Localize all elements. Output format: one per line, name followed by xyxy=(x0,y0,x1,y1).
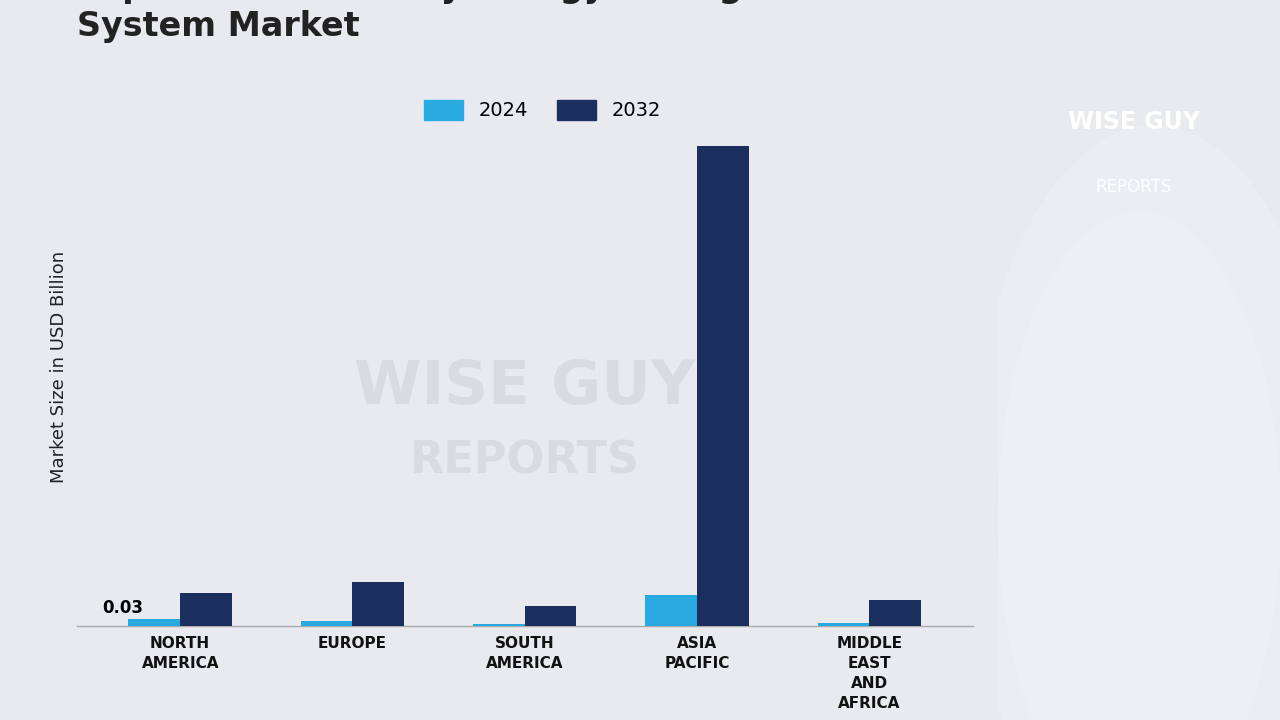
Bar xyxy=(645,595,698,626)
Legend: 2024, 2032: 2024, 2032 xyxy=(416,92,669,128)
Text: REPORTS: REPORTS xyxy=(1096,179,1171,197)
Bar xyxy=(301,621,352,626)
Text: 0.03: 0.03 xyxy=(102,599,143,617)
Text: WISE GUY: WISE GUY xyxy=(355,359,695,418)
Bar xyxy=(180,593,232,626)
Ellipse shape xyxy=(970,126,1280,720)
Bar xyxy=(474,624,525,626)
Bar xyxy=(128,618,180,626)
Bar xyxy=(352,582,404,626)
Y-axis label: Market Size in USD Billion: Market Size in USD Billion xyxy=(50,251,68,483)
Bar xyxy=(869,600,922,626)
Text: Liquid Metal Battery Energy Storage
System Market: Liquid Metal Battery Energy Storage Syst… xyxy=(77,0,765,43)
Text: REPORTS: REPORTS xyxy=(410,439,640,482)
Bar xyxy=(818,623,869,626)
Text: WISE GUY: WISE GUY xyxy=(1068,110,1199,135)
Bar xyxy=(698,146,749,626)
Bar xyxy=(525,606,576,626)
Ellipse shape xyxy=(998,212,1280,720)
